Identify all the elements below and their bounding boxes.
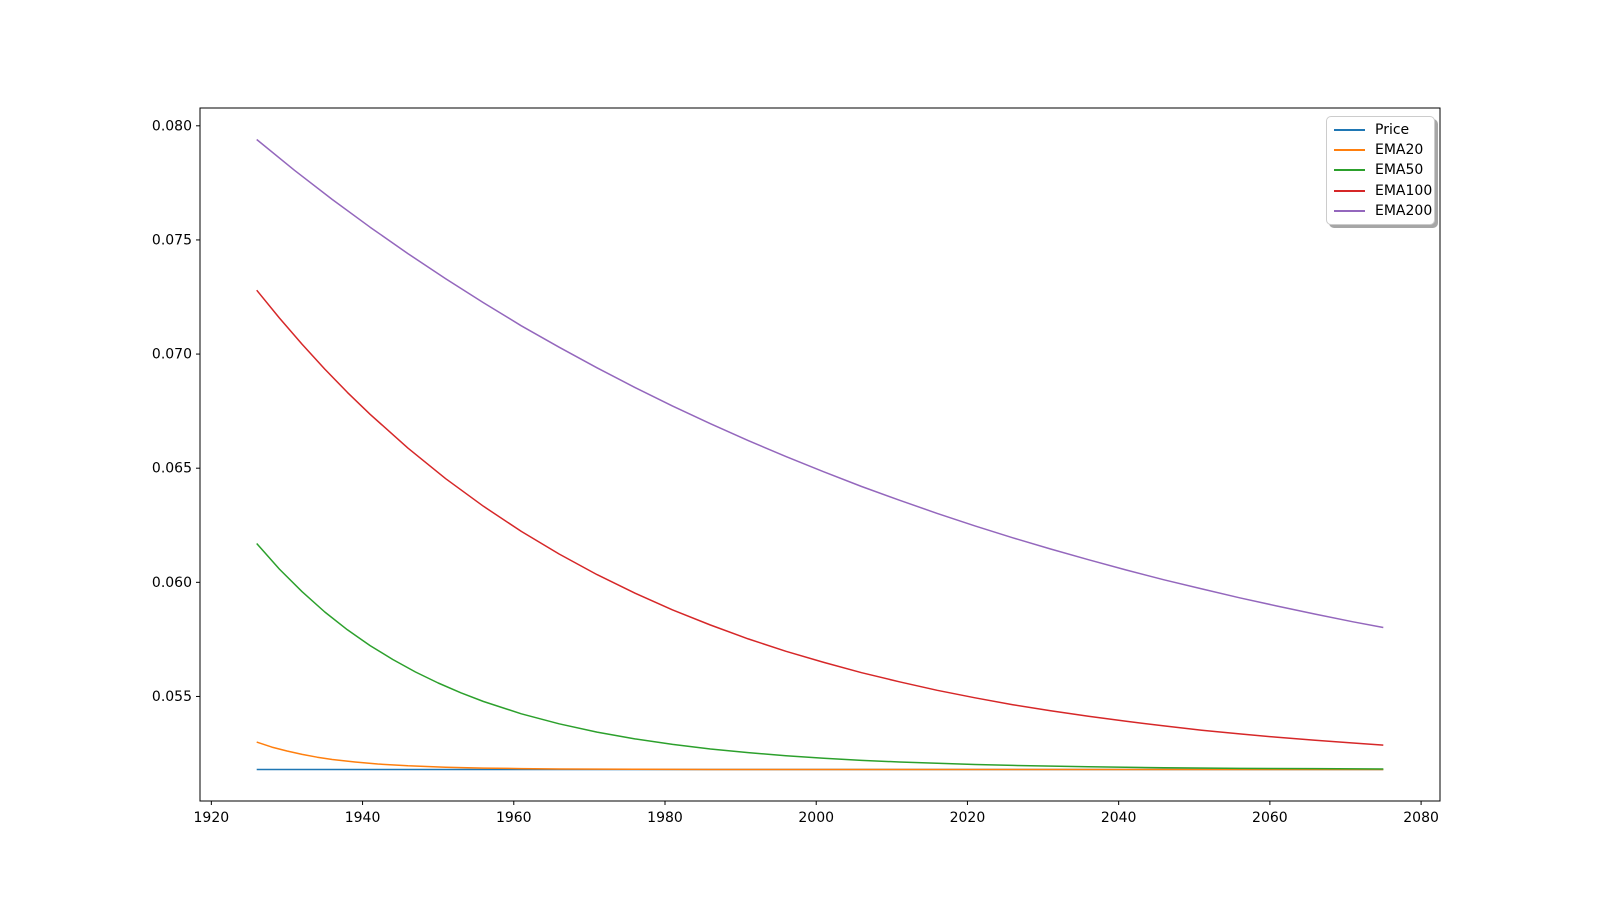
y-tick-label: 0.060 (152, 575, 192, 591)
legend: Price EMA20 EMA50 EMA100 EMA200 (1326, 116, 1435, 225)
x-tick-label: 2060 (1252, 810, 1288, 826)
legend-label: EMA200 (1375, 202, 1433, 219)
legend-line-swatch (1334, 209, 1365, 212)
x-tick-label: 1920 (194, 810, 230, 826)
legend-item-ema20: EMA20 (1334, 140, 1428, 160)
x-tick-label: 2080 (1403, 810, 1439, 826)
legend-line-swatch (1334, 169, 1365, 172)
legend-item-ema100: EMA100 (1334, 181, 1432, 201)
legend-item-ema50: EMA50 (1334, 160, 1428, 180)
legend-label: EMA20 (1375, 142, 1424, 159)
x-tick-label: 1980 (647, 810, 683, 826)
legend-label: Price (1375, 122, 1410, 139)
y-tick-label: 0.065 (152, 461, 192, 477)
y-tick-label: 0.075 (152, 232, 192, 248)
legend-item-price: Price (1334, 120, 1428, 140)
legend-line-swatch (1334, 149, 1365, 152)
legend-line-swatch (1334, 129, 1365, 132)
legend-label: EMA100 (1375, 182, 1433, 199)
legend-line-swatch (1334, 189, 1365, 192)
x-tick-label: 1960 (496, 810, 532, 826)
y-axis: 0.055 0.060 0.065 0.070 0.075 0.080 (152, 118, 200, 705)
plot-background (200, 108, 1440, 801)
legend-label: EMA50 (1375, 162, 1424, 179)
y-tick-label: 0.080 (152, 118, 192, 134)
series-line-ema20 (256, 741, 1384, 771)
x-axis: 1920 1940 1960 1980 2000 2020 2040 2060 2080 (194, 801, 1439, 826)
y-tick-label: 0.055 (152, 689, 192, 705)
y-tick-label: 0.070 (152, 347, 192, 363)
series-line-ema100 (256, 289, 1384, 746)
x-tick-label: 2040 (1101, 810, 1137, 826)
axes-frame (199, 107, 1441, 802)
x-tick-label: 1940 (345, 810, 381, 826)
series-line-ema50 (256, 543, 1384, 770)
x-tick-label: 2000 (798, 810, 834, 826)
legend-item-ema200: EMA200 (1334, 201, 1432, 221)
series-line-ema200 (256, 138, 1384, 629)
x-tick-label: 2020 (950, 810, 986, 826)
